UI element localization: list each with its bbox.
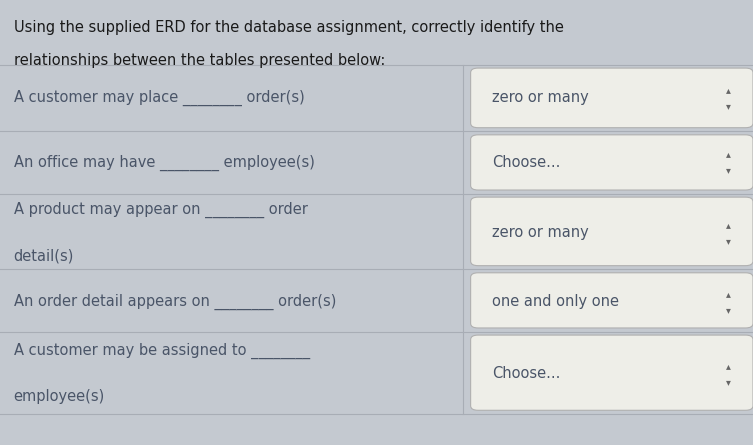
Text: zero or many: zero or many [492, 225, 588, 240]
Text: ▾: ▾ [727, 166, 731, 175]
Text: ▾: ▾ [727, 101, 731, 111]
Text: ▾: ▾ [727, 305, 731, 315]
FancyBboxPatch shape [471, 68, 753, 128]
Text: ▾: ▾ [727, 236, 731, 246]
Text: ▴: ▴ [727, 85, 731, 95]
Text: Choose...: Choose... [492, 155, 560, 170]
FancyBboxPatch shape [471, 197, 753, 266]
Text: Choose...: Choose... [492, 366, 560, 381]
Text: Using the supplied ERD for the database assignment, correctly identify the: Using the supplied ERD for the database … [14, 20, 563, 35]
Text: detail(s): detail(s) [14, 248, 74, 263]
Text: ▾: ▾ [727, 377, 731, 387]
Text: An order detail appears on ________ order(s): An order detail appears on ________ orde… [14, 294, 336, 310]
Text: A product may appear on ________ order: A product may appear on ________ order [14, 202, 307, 218]
FancyBboxPatch shape [471, 335, 753, 410]
FancyBboxPatch shape [471, 273, 753, 328]
Text: ▴: ▴ [727, 220, 731, 230]
FancyBboxPatch shape [471, 135, 753, 190]
Text: zero or many: zero or many [492, 90, 588, 105]
Text: A customer may place ________ order(s): A customer may place ________ order(s) [14, 90, 304, 106]
Text: An office may have ________ employee(s): An office may have ________ employee(s) [14, 154, 315, 170]
Text: ▴: ▴ [727, 289, 731, 299]
Text: one and only one: one and only one [492, 294, 619, 309]
Text: relationships between the tables presented below:: relationships between the tables present… [14, 53, 385, 69]
Text: ▴: ▴ [727, 150, 731, 159]
Text: employee(s): employee(s) [14, 389, 105, 405]
Text: A customer may be assigned to ________: A customer may be assigned to ________ [14, 343, 309, 359]
Text: ▴: ▴ [727, 361, 731, 371]
